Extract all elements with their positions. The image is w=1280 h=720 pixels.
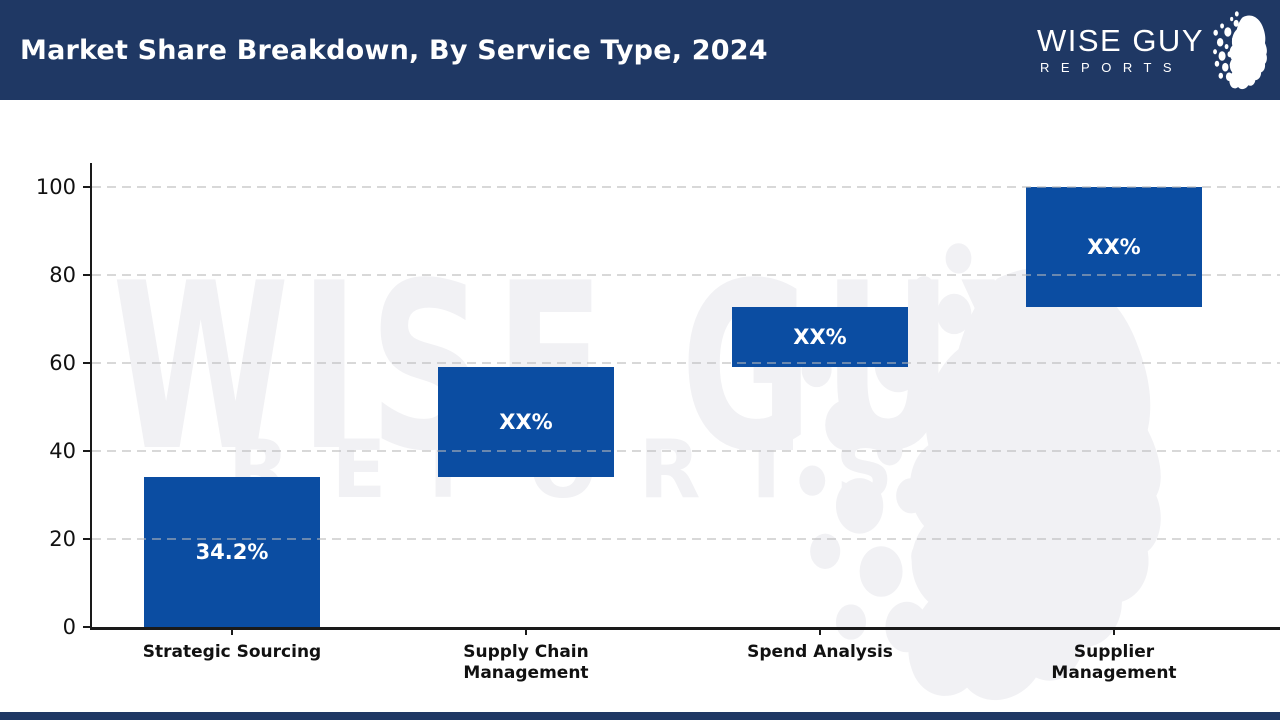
bar-value-label-spend-analysis: XX% <box>793 324 847 349</box>
bar-value-label-supply-chain-management: XX% <box>499 409 553 434</box>
bar-value-label-strategic-sourcing: 34.2% <box>195 539 269 564</box>
x-tick-mark-supplier-management <box>1113 627 1115 635</box>
y-tick-mark-60 <box>83 362 92 364</box>
x-tick-mark-spend-analysis <box>819 627 821 635</box>
y-tick-mark-100 <box>83 186 92 188</box>
bar-strategic-sourcing <box>144 476 320 627</box>
x-tick-mark-strategic-sourcing <box>231 627 233 635</box>
x-category-label-strategic-sourcing: Strategic Sourcing <box>142 642 322 662</box>
y-tick-label-80: 80 <box>49 263 76 287</box>
y-tick-label-0: 0 <box>62 615 76 639</box>
brand-subtitle: REPORTS <box>1039 60 1184 75</box>
gridline-60 <box>92 362 1280 364</box>
bar-supply-chain-management <box>438 366 614 477</box>
y-tick-label-40: 40 <box>49 439 76 463</box>
y-tick-mark-20 <box>83 538 92 540</box>
y-tick-mark-40 <box>83 450 92 452</box>
gridline-40 <box>92 450 1280 452</box>
gridline-20 <box>92 538 1280 540</box>
gridline-80 <box>92 274 1280 276</box>
header-bar: Market Share Breakdown, By Service Type,… <box>0 0 1280 100</box>
y-tick-mark-80 <box>83 274 92 276</box>
page-title: Market Share Breakdown, By Service Type,… <box>20 34 768 66</box>
bar-value-label-supplier-management: XX% <box>1087 235 1141 260</box>
x-category-label-supply-chain-management: Supply Chain Management <box>463 642 589 683</box>
y-tick-label-100: 100 <box>35 175 76 199</box>
y-tick-mark-0 <box>83 626 92 628</box>
brand-name: WISE GUY <box>1036 23 1204 58</box>
gridline-100 <box>92 186 1280 188</box>
y-tick-label-20: 20 <box>49 527 76 551</box>
brand-logo: WISE GUY REPORTS <box>1037 0 1272 100</box>
footer-bar <box>0 712 1280 720</box>
x-category-label-spend-analysis: Spend Analysis <box>747 642 893 662</box>
plot-area: 0 20 40 60 80 100 34.2% Strategic Sourcing XX% Su… <box>36 163 1280 683</box>
wiseguy-face-icon <box>1213 11 1267 90</box>
x-tick-mark-supply-chain-management <box>525 627 527 635</box>
x-category-label-supplier-management: Supplier Management <box>1051 642 1177 683</box>
brand-text: WISE GUY REPORTS <box>1037 25 1204 75</box>
y-tick-label-60: 60 <box>49 351 76 375</box>
